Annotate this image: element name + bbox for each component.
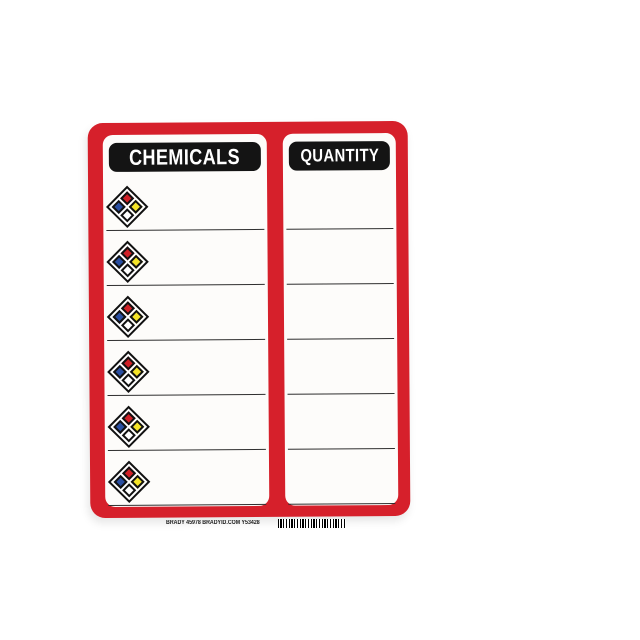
chemical-row (105, 450, 269, 506)
chemical-row (105, 395, 269, 451)
chemicals-header: CHEMICALS (108, 141, 261, 172)
quantity-row (285, 449, 398, 505)
quantity-entry-line[interactable] (288, 489, 396, 505)
chemicals-rows (103, 184, 269, 507)
quantity-entry-line[interactable] (286, 269, 394, 285)
print-footer: BRADY 45978 BRADYID.COM Y53428 (166, 517, 346, 529)
quantity-row (285, 394, 398, 450)
chemical-entry-line[interactable] (106, 215, 265, 231)
quantity-row (283, 183, 396, 230)
chemical-row (103, 184, 267, 231)
chemicals-header-label: CHEMICALS (129, 143, 241, 170)
quantity-entry-line[interactable] (287, 434, 395, 450)
chemical-entry-line[interactable] (107, 435, 266, 451)
quantity-rows (283, 183, 398, 506)
barcode-icon (277, 518, 346, 528)
chemicals-panel: CHEMICALS (102, 133, 270, 508)
quantity-entry-line[interactable] (287, 379, 395, 395)
chemical-row (104, 285, 268, 341)
quantity-row (284, 339, 397, 395)
quantity-entry-line[interactable] (286, 214, 394, 230)
chemical-entry-line[interactable] (108, 490, 267, 506)
quantity-header-label: QUANTITY (299, 145, 379, 166)
footer-part-number-text: BRADY 45978 BRADYID.COM Y53428 (166, 520, 260, 526)
chemical-inventory-sign: CHEMICALS QUANTITY (87, 120, 411, 519)
chemical-row (103, 230, 267, 286)
quantity-row (284, 284, 397, 340)
chemical-entry-line[interactable] (107, 325, 266, 341)
quantity-header: QUANTITY (288, 141, 390, 171)
quantity-entry-line[interactable] (287, 324, 395, 340)
chemical-entry-line[interactable] (107, 380, 266, 396)
chemical-row (104, 340, 268, 396)
chemical-entry-line[interactable] (106, 270, 265, 286)
quantity-row (283, 229, 396, 285)
quantity-panel: QUANTITY (282, 132, 399, 506)
